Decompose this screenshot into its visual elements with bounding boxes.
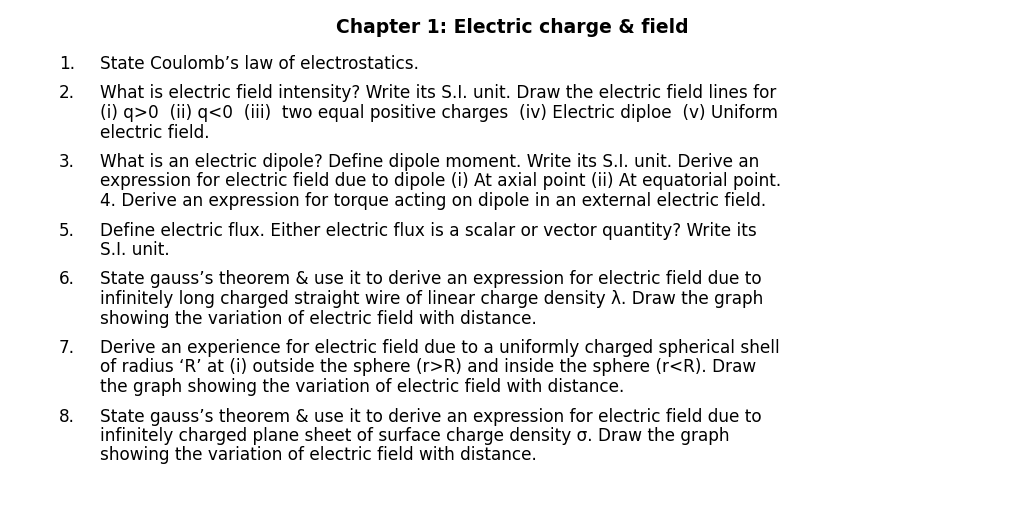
Text: showing the variation of electric field with distance.: showing the variation of electric field …	[100, 310, 537, 327]
Text: 4. Derive an expression for torque acting on dipole in an external electric fiel: 4. Derive an expression for torque actin…	[100, 192, 766, 210]
Text: What is an electric dipole? Define dipole moment. Write its S.I. unit. Derive an: What is an electric dipole? Define dipol…	[100, 153, 759, 171]
Text: (i) q>0  (ii) q<0  (iii)  two equal positive charges  (iv) Electric diploe  (v) : (i) q>0 (ii) q<0 (iii) two equal positiv…	[100, 104, 778, 122]
Text: 8.: 8.	[59, 407, 75, 426]
Text: 2.: 2.	[58, 85, 75, 103]
Text: State gauss’s theorem & use it to derive an expression for electric field due to: State gauss’s theorem & use it to derive…	[100, 407, 762, 426]
Text: the graph showing the variation of electric field with distance.: the graph showing the variation of elect…	[100, 378, 625, 396]
Text: 5.: 5.	[59, 222, 75, 240]
Text: infinitely long charged straight wire of linear charge density λ. Draw the graph: infinitely long charged straight wire of…	[100, 290, 763, 308]
Text: What is electric field intensity? Write its S.I. unit. Draw the electric field l: What is electric field intensity? Write …	[100, 85, 776, 103]
Text: of radius ‘R’ at (i) outside the sphere (r>R) and inside the sphere (r<R). Draw: of radius ‘R’ at (i) outside the sphere …	[100, 358, 756, 377]
Text: 7.: 7.	[58, 339, 75, 357]
Text: Derive an experience for electric field due to a uniformly charged spherical she: Derive an experience for electric field …	[100, 339, 779, 357]
Text: expression for electric field due to dipole (i) At axial point (ii) At equatoria: expression for electric field due to dip…	[100, 173, 781, 190]
Text: 6.: 6.	[59, 270, 75, 289]
Text: S.I. unit.: S.I. unit.	[100, 241, 170, 259]
Text: State Coulomb’s law of electrostatics.: State Coulomb’s law of electrostatics.	[100, 55, 419, 73]
Text: 3.: 3.	[59, 153, 75, 171]
Text: Define electric flux. Either electric flux is a scalar or vector quantity? Write: Define electric flux. Either electric fl…	[100, 222, 757, 240]
Text: infinitely charged plane sheet of surface charge density σ. Draw the graph: infinitely charged plane sheet of surfac…	[100, 427, 729, 445]
Text: Chapter 1: Electric charge & field: Chapter 1: Electric charge & field	[336, 18, 688, 37]
Text: electric field.: electric field.	[100, 123, 210, 142]
Text: 1.: 1.	[58, 55, 75, 73]
Text: showing the variation of electric field with distance.: showing the variation of electric field …	[100, 447, 537, 464]
Text: State gauss’s theorem & use it to derive an expression for electric field due to: State gauss’s theorem & use it to derive…	[100, 270, 762, 289]
